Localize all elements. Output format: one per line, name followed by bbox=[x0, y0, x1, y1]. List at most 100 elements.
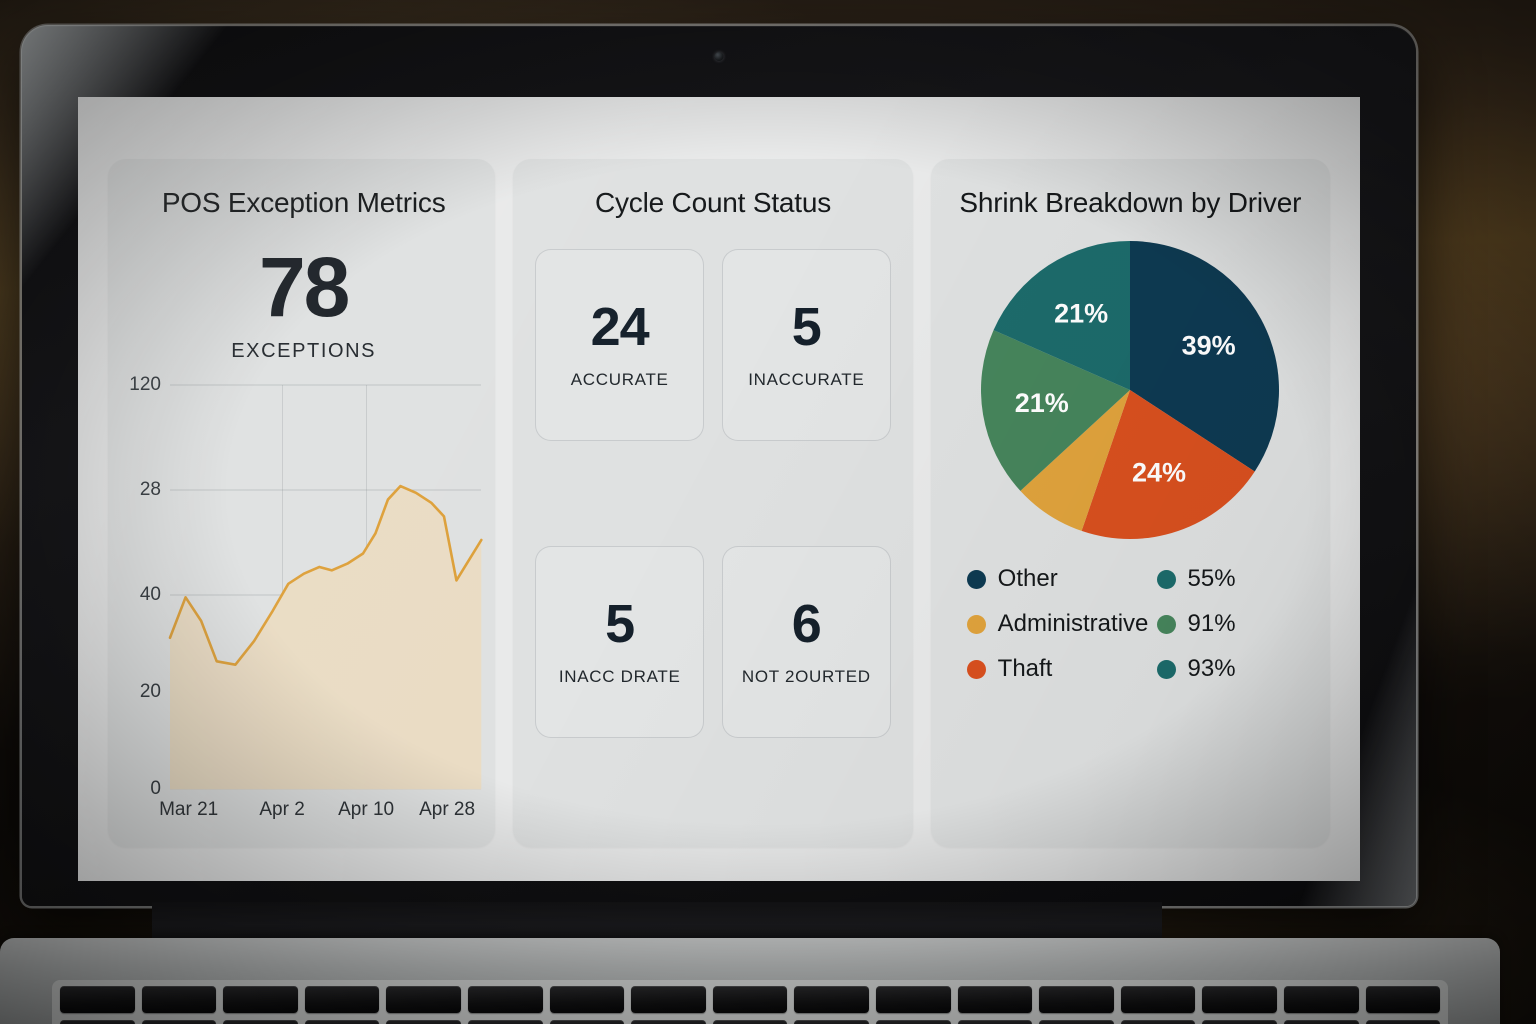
keyboard-key[interactable] bbox=[712, 1020, 788, 1024]
panel-title-pos: POS Exception Metrics bbox=[161, 187, 446, 218]
keyboard-key[interactable] bbox=[1365, 1020, 1441, 1024]
tile-label: INACC DRATE bbox=[558, 667, 681, 686]
tile-label: INACCURATE bbox=[748, 370, 865, 389]
keyboard-key[interactable] bbox=[549, 986, 625, 1013]
keyboard-key[interactable] bbox=[1039, 1020, 1114, 1024]
pos-kpi-label: EXCEPTIONS bbox=[231, 339, 377, 362]
legend-label: 91% bbox=[1187, 610, 1236, 637]
keyboard-key[interactable] bbox=[712, 986, 788, 1013]
keyboard-key[interactable] bbox=[304, 1020, 380, 1024]
cycle-count-tile[interactable]: 5 INACC DRATE bbox=[535, 546, 704, 738]
keyboard-row bbox=[60, 1020, 1441, 1024]
x-axis-tick-label: Apr 10 bbox=[338, 799, 395, 820]
keyboard-key[interactable] bbox=[794, 986, 869, 1013]
cycle-count-tile[interactable]: 6 NOT 2OURTED bbox=[721, 546, 891, 738]
shrink-legend: Other 55% Administrative 91% Thaft 93% bbox=[953, 565, 1308, 683]
area-fill-path bbox=[170, 485, 482, 789]
keyboard-key[interactable] bbox=[1283, 986, 1359, 1013]
legend-item[interactable]: Administrative bbox=[966, 610, 1151, 638]
x-axis-ticks: Mar 21 Apr 2 Apr 10 Apr 28 bbox=[159, 799, 481, 825]
tile-value: 24 bbox=[590, 297, 650, 357]
panel-title-shrink: Shrink Breakdown by Driver bbox=[959, 187, 1302, 218]
legend-color-dot-icon bbox=[1156, 614, 1176, 634]
panel-shrink-breakdown: Shrink Breakdown by Driver 39% 24% 21% 21% … bbox=[930, 159, 1330, 847]
legend-color-dot-icon bbox=[966, 569, 986, 589]
keyboard-key[interactable] bbox=[141, 1020, 217, 1024]
pie-slice[interactable] bbox=[1130, 241, 1280, 472]
keyboard-key[interactable] bbox=[467, 1020, 543, 1024]
x-axis-tick-label: Apr 28 bbox=[419, 799, 476, 820]
keyboard-key[interactable] bbox=[386, 986, 461, 1013]
keyboard-key[interactable] bbox=[304, 986, 380, 1013]
keyboard-key[interactable] bbox=[1039, 986, 1114, 1013]
tile-value: 6 bbox=[791, 594, 822, 654]
legend-item[interactable]: 55% bbox=[1156, 565, 1300, 593]
y-axis-tick-label: 40 bbox=[139, 583, 161, 605]
keyboard-key[interactable] bbox=[1120, 1020, 1196, 1024]
pie-slice-label: 24% bbox=[1132, 458, 1186, 488]
chart-plot-area: 120 28 40 20 0 bbox=[129, 374, 482, 799]
legend-item[interactable]: Thaft bbox=[966, 655, 1151, 683]
keyboard-key[interactable] bbox=[631, 986, 706, 1013]
legend-label: Administrative bbox=[997, 610, 1149, 637]
keyboard-key[interactable] bbox=[631, 1020, 706, 1024]
gridline bbox=[170, 384, 482, 386]
shrink-pie-chart: 39% 24% 21% 21% bbox=[953, 239, 1308, 541]
legend-item[interactable]: 91% bbox=[1156, 610, 1300, 638]
keyboard-key[interactable] bbox=[141, 986, 217, 1013]
y-axis-tick-label: 0 bbox=[150, 778, 161, 799]
pie-slice-label: 21% bbox=[1054, 298, 1108, 328]
keyboard-key[interactable] bbox=[1365, 986, 1441, 1013]
laptop-device: POS Exception Metrics 78 EXCEPTIONS 120 2… bbox=[0, 25, 1500, 1024]
keyboard-key[interactable] bbox=[60, 1020, 135, 1024]
laptop-base bbox=[0, 938, 1500, 1024]
legend-item[interactable]: Other bbox=[966, 565, 1151, 593]
pie-slice[interactable] bbox=[1081, 390, 1256, 540]
keyboard-key[interactable] bbox=[1202, 986, 1277, 1013]
cycle-count-tile[interactable]: 5 INACCURATE bbox=[721, 249, 891, 441]
legend-item[interactable]: 93% bbox=[1156, 655, 1300, 683]
pie-slice[interactable] bbox=[981, 330, 1131, 491]
tile-label: NOT 2OURTED bbox=[741, 667, 871, 686]
keyboard-key[interactable] bbox=[467, 986, 543, 1013]
keyboard-key[interactable] bbox=[223, 986, 298, 1013]
keyboard-key[interactable] bbox=[549, 1020, 625, 1024]
legend-color-dot-icon bbox=[966, 614, 986, 634]
keyboard-key[interactable] bbox=[875, 1020, 951, 1024]
keyboard-key[interactable] bbox=[957, 986, 1033, 1013]
area-series bbox=[170, 385, 481, 789]
legend-label: Thaft bbox=[997, 655, 1053, 682]
keyboard-key[interactable] bbox=[60, 986, 135, 1013]
keyboard-key[interactable] bbox=[386, 1020, 461, 1024]
y-axis-tick-label: 120 bbox=[129, 373, 161, 395]
cycle-count-tile[interactable]: 24 ACCURATE bbox=[535, 249, 704, 441]
vertical-gridline bbox=[282, 384, 284, 789]
legend-color-dot-icon bbox=[1156, 659, 1176, 679]
keyboard-key[interactable] bbox=[1202, 1020, 1277, 1024]
x-axis-tick-label: Mar 21 bbox=[159, 799, 219, 820]
keyboard-key[interactable] bbox=[875, 986, 951, 1013]
pie-slice[interactable] bbox=[1020, 390, 1131, 531]
gridline bbox=[170, 788, 482, 790]
pos-kpi: 78 EXCEPTIONS bbox=[126, 240, 481, 363]
pie-slice-label: 21% bbox=[1015, 388, 1069, 418]
pos-exception-trend-chart: 120 28 40 20 0 Mar 21 Apr 2 Apr 10 Apr 28 bbox=[126, 374, 482, 825]
gridline bbox=[170, 489, 482, 491]
pos-kpi-value: 78 bbox=[258, 240, 350, 334]
panel-title-cycle: Cycle Count Status bbox=[594, 187, 832, 218]
dashboard: POS Exception Metrics 78 EXCEPTIONS 120 2… bbox=[78, 97, 1360, 881]
keyboard-key[interactable] bbox=[223, 1020, 298, 1024]
keyboard-key[interactable] bbox=[794, 1020, 869, 1024]
laptop-keyboard bbox=[52, 980, 1448, 1024]
tile-label: ACCURATE bbox=[570, 370, 669, 389]
keyboard-key[interactable] bbox=[957, 1020, 1033, 1024]
panel-cycle-count-status: Cycle Count Status 24 ACCURATE 5 INACCURATE… bbox=[513, 159, 913, 847]
legend-label: 55% bbox=[1187, 565, 1236, 592]
keyboard-key[interactable] bbox=[1120, 986, 1196, 1013]
cycle-count-tiles: 24 ACCURATE 5 INACCURATE 5 INACC DRATE 6 NOT 2O… bbox=[535, 249, 891, 825]
pie-slice[interactable] bbox=[993, 241, 1131, 390]
tile-value: 5 bbox=[605, 594, 635, 654]
legend-color-dot-icon bbox=[966, 659, 986, 679]
y-axis-tick-label: 20 bbox=[139, 680, 161, 702]
keyboard-key[interactable] bbox=[1283, 1020, 1359, 1024]
